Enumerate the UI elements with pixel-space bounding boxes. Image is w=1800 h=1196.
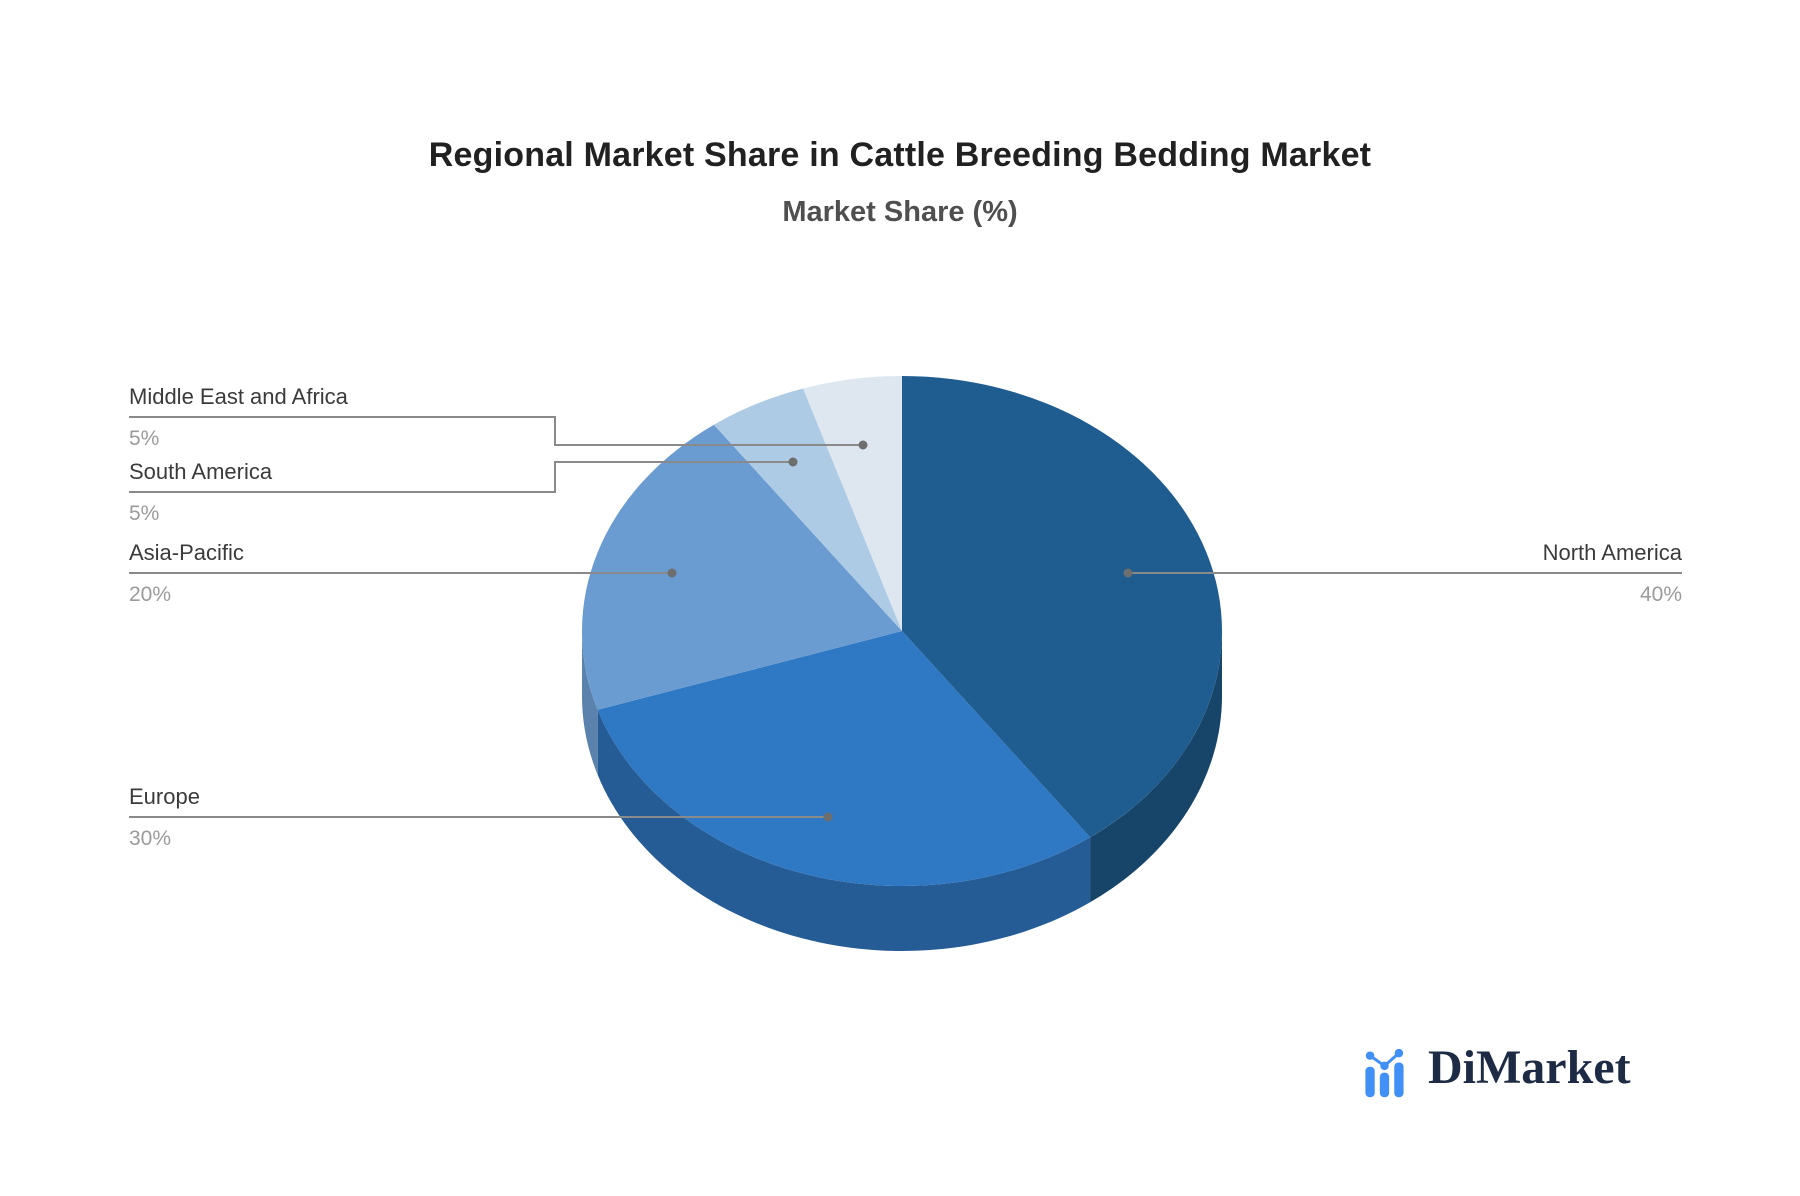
slice-percent: 30% xyxy=(129,827,172,850)
slice-name: Asia-Pacific xyxy=(129,540,244,565)
dimarket-logo-icon xyxy=(1365,1048,1404,1098)
brand-name: DiMarket xyxy=(1428,1041,1631,1094)
slice-percent: 5% xyxy=(129,502,160,525)
leader-line xyxy=(129,416,863,446)
slice-name: Europe xyxy=(129,784,200,809)
chart-title: Regional Market Share in Cattle Breeding… xyxy=(428,136,1372,174)
pie-slice xyxy=(582,424,902,710)
brand-logo: DiMarket xyxy=(1362,1040,1642,1104)
leader-dot xyxy=(823,812,833,822)
leader-dot xyxy=(667,568,677,578)
leader-dot xyxy=(858,440,868,450)
slice-name: South America xyxy=(129,459,273,484)
pie-slice-side xyxy=(1090,631,1222,903)
pie-slice xyxy=(902,376,1222,838)
slice-percent: 20% xyxy=(129,583,172,606)
leader-dot xyxy=(1123,568,1133,578)
leader-line xyxy=(129,461,793,493)
pie-slice xyxy=(713,388,902,631)
pie-slice xyxy=(597,631,1091,886)
pie-slice-side xyxy=(597,709,1091,951)
pie-slice xyxy=(803,376,902,631)
slice-name: Middle East and Africa xyxy=(129,384,348,409)
slice-percent: 5% xyxy=(129,427,160,450)
slice-name: North America xyxy=(1542,540,1682,565)
chart-subtitle: Market Share (%) xyxy=(782,196,1018,228)
pie-slice-side xyxy=(582,631,598,775)
slice-percent: 40% xyxy=(1639,583,1682,606)
leader-dot xyxy=(788,457,798,467)
